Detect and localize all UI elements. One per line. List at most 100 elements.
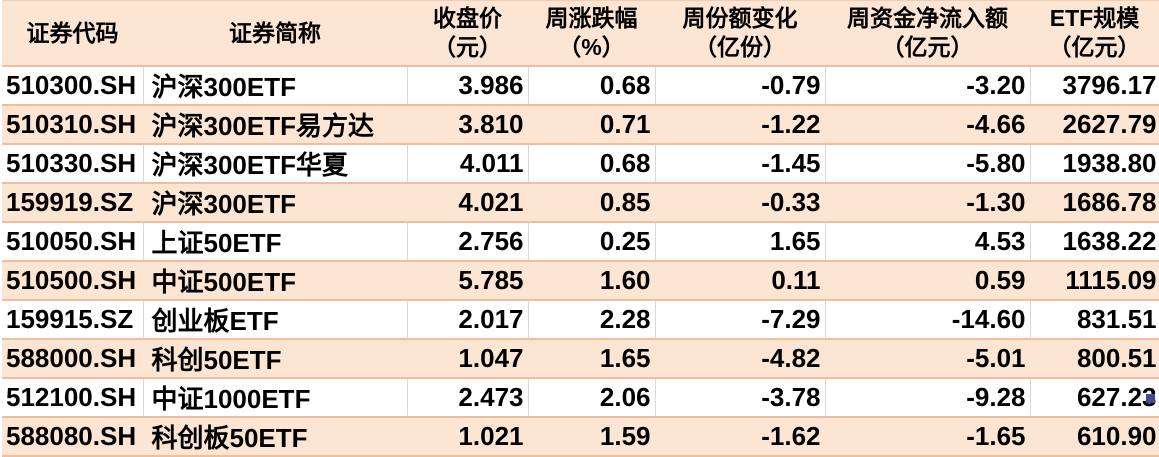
table-row: 510300.SH 沪深300ETF 3.986 0.68 -0.79 -3.20 3796…	[2, 66, 1159, 106]
cell-pct: 1.60	[528, 261, 656, 301]
column-unit: （亿份）	[694, 34, 786, 60]
cell-net_inflow: -1.30	[825, 183, 1031, 223]
cell-scale: 1938.80	[1030, 144, 1159, 184]
cell-pct: 1.65	[528, 339, 656, 379]
column-label: ETF规模	[1049, 5, 1140, 31]
table-row: 159919.SZ 沪深300ETF 4.021 0.85 -0.33 -1.30 1686…	[2, 183, 1159, 223]
cell-name: 科创板50ETF	[143, 417, 408, 457]
column-unit: （元）	[433, 34, 502, 60]
cell-share_change: -1.22	[655, 105, 826, 145]
cell-scale: 1115.09	[1030, 261, 1159, 301]
column-label: 收盘价	[433, 5, 502, 31]
cell-share_change: 0.11	[655, 261, 826, 301]
table-row: 510310.SH 沪深300ETF易方达 3.810 0.71 -1.22 -4.66 2…	[2, 105, 1159, 145]
table-row: 512100.SH 中证1000ETF 2.473 2.06 -3.78 -9.28 627…	[2, 378, 1159, 418]
table-row: 510500.SH 中证500ETF 5.785 1.60 0.11 0.59 1115.0…	[2, 261, 1159, 301]
cell-pct: 0.68	[528, 66, 656, 106]
cell-share_change: -1.62	[655, 417, 826, 457]
cell-pct: 0.85	[528, 183, 656, 223]
cell-pct: 2.06	[528, 378, 656, 418]
cell-share_change: -3.78	[655, 378, 826, 418]
cell-name: 上证50ETF	[143, 222, 408, 262]
cell-code: 510330.SH	[2, 144, 144, 184]
cell-net_inflow: -9.28	[825, 378, 1031, 418]
column-header-share_change: 周份额变化 （亿份）	[655, 0, 825, 67]
cell-share_change: 1.65	[655, 222, 826, 262]
cell-name: 沪深300ETF	[143, 183, 408, 223]
column-unit: （亿元）	[1048, 34, 1141, 60]
column-header-close: 收盘价 （元）	[407, 0, 528, 67]
cell-code: 510310.SH	[2, 105, 144, 145]
cell-name: 沪深300ETF易方达	[143, 105, 408, 145]
cell-net_inflow: -5.80	[825, 144, 1031, 184]
cell-net_inflow: -3.20	[825, 66, 1031, 106]
table-row: 159915.SZ 创业板ETF 2.017 2.28 -7.29 -14.60 831.5…	[2, 300, 1159, 340]
etf-table-body: 510300.SH 沪深300ETF 3.986 0.68 -0.79 -3.20 3796…	[2, 66, 1159, 457]
column-header-code: 证券代码	[2, 0, 143, 67]
column-label: 证券简称	[229, 19, 321, 46]
cell-share_change: -4.82	[655, 339, 826, 379]
cell-scale: 610.90	[1030, 417, 1159, 457]
cell-net_inflow: -4.66	[825, 105, 1031, 145]
cell-name: 中证1000ETF	[143, 378, 408, 418]
cell-share_change: -7.29	[655, 300, 826, 340]
column-label: 证券代码	[26, 19, 119, 46]
cell-code: 510300.SH	[2, 66, 144, 106]
cell-scale: 1638.22	[1030, 222, 1159, 262]
cell-pct: 0.68	[528, 144, 656, 184]
cell-close: 5.785	[407, 261, 529, 301]
cell-pct: 1.59	[528, 417, 656, 457]
cell-code: 512100.SH	[2, 378, 144, 418]
cell-pct: 0.25	[528, 222, 656, 262]
header-row: 证券代码 证券简称 收盘价 （元） 周涨跌幅 （%） 周份额变化 （亿份） 周资金净流入额 （亿元…	[2, 0, 1159, 67]
cell-net_inflow: -5.01	[825, 339, 1031, 379]
cell-scale: 2627.79	[1030, 105, 1159, 145]
cell-scale: 3796.17	[1030, 66, 1159, 106]
cell-close: 4.011	[407, 144, 529, 184]
column-unit: （%）	[558, 34, 625, 60]
table-row: 510330.SH 沪深300ETF华夏 4.011 0.68 -1.45 -5.80 19…	[2, 144, 1159, 184]
cell-close: 1.047	[407, 339, 529, 379]
column-header-pct: 周涨跌幅 （%）	[528, 0, 655, 67]
cell-code: 510500.SH	[2, 261, 144, 301]
cell-name: 创业板ETF	[143, 300, 408, 340]
column-header-name: 证券简称	[143, 0, 407, 67]
column-header-scale: ETF规模 （亿元）	[1030, 0, 1159, 67]
cell-scale: 1686.78	[1030, 183, 1159, 223]
cell-code: 159919.SZ	[2, 183, 144, 223]
etf-table-header: 证券代码 证券简称 收盘价 （元） 周涨跌幅 （%） 周份额变化 （亿份） 周资金净流入额 （亿元…	[2, 0, 1159, 67]
table-row: 510050.SH 上证50ETF 2.756 0.25 1.65 4.53 1638.22	[2, 222, 1159, 262]
cell-share_change: -1.45	[655, 144, 826, 184]
cell-name: 沪深300ETF华夏	[143, 144, 408, 184]
cell-close: 2.756	[407, 222, 529, 262]
cell-scale: 831.51	[1030, 300, 1159, 340]
cell-share_change: -0.79	[655, 66, 826, 106]
cell-code: 510050.SH	[2, 222, 144, 262]
cell-code: 159915.SZ	[2, 300, 144, 340]
cell-close: 2.473	[407, 378, 529, 418]
cell-close: 3.810	[407, 105, 529, 145]
cell-net_inflow: -14.60	[825, 300, 1031, 340]
cell-net_inflow: 4.53	[825, 222, 1031, 262]
cell-share_change: -0.33	[655, 183, 826, 223]
table-row: 588000.SH 科创50ETF 1.047 1.65 -4.82 -5.01 800.5…	[2, 339, 1159, 379]
cell-name: 科创50ETF	[143, 339, 408, 379]
column-header-net_inflow: 周资金净流入额 （亿元）	[825, 0, 1030, 67]
column-unit: （亿元）	[881, 34, 974, 60]
column-label: 周份额变化	[682, 5, 798, 31]
cell-selection-handle	[1146, 394, 1155, 403]
cell-close: 2.017	[407, 300, 529, 340]
cell-net_inflow: 0.59	[825, 261, 1031, 301]
cell-close: 3.986	[407, 66, 529, 106]
cell-code: 588080.SH	[2, 417, 144, 457]
cell-net_inflow: -1.65	[825, 417, 1031, 457]
cell-close: 1.021	[407, 417, 529, 457]
table-row: 588080.SH 科创板50ETF 1.021 1.59 -1.62 -1.65 610.…	[2, 417, 1159, 457]
cell-name: 中证500ETF	[143, 261, 408, 301]
column-label: 周涨跌幅	[545, 5, 638, 31]
cell-close: 4.021	[407, 183, 529, 223]
cell-pct: 0.71	[528, 105, 656, 145]
cell-scale: 627.23	[1030, 378, 1159, 418]
cell-scale: 800.51	[1030, 339, 1159, 379]
